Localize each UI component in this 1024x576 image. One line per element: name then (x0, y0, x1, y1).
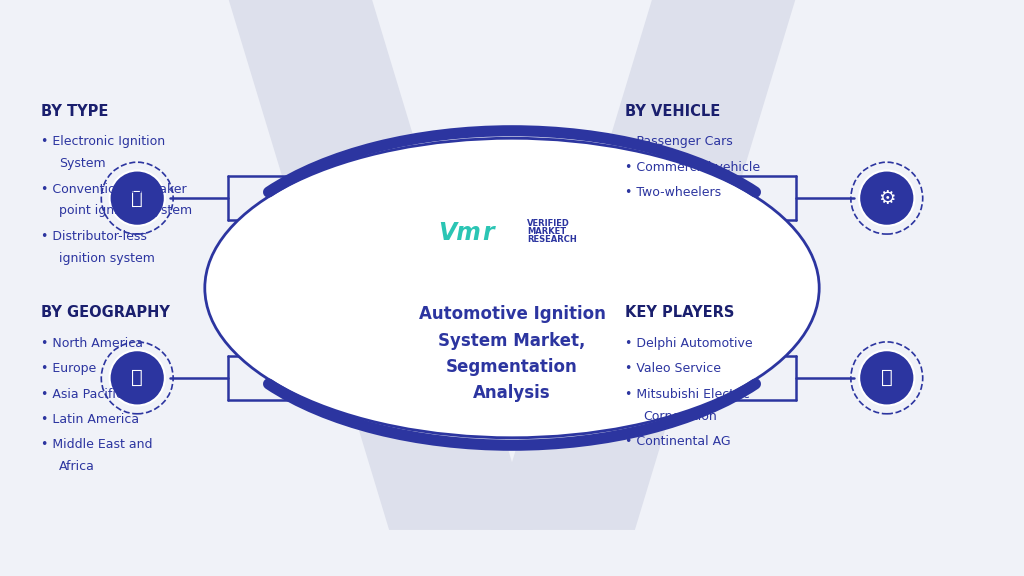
Ellipse shape (859, 170, 914, 226)
Text: • Continental AG: • Continental AG (625, 435, 730, 448)
Ellipse shape (110, 170, 165, 226)
Text: Automotive Ignition
System Market,
Segmentation
Analysis: Automotive Ignition System Market, Segme… (419, 305, 605, 403)
Polygon shape (225, 0, 532, 530)
Text: • Middle East and: • Middle East and (41, 438, 153, 452)
Text: • Conventional breaker: • Conventional breaker (41, 183, 186, 196)
Text: Vm: Vm (438, 221, 481, 245)
Text: 👥: 👥 (881, 369, 893, 387)
Text: BY TYPE: BY TYPE (41, 104, 109, 119)
Text: • Electronic Ignition: • Electronic Ignition (41, 135, 165, 149)
Text: 🌐: 🌐 (131, 369, 143, 387)
Text: VERIFIED: VERIFIED (527, 219, 570, 228)
Text: • Two-wheelers: • Two-wheelers (625, 186, 721, 199)
Text: • Mitsubishi Electric: • Mitsubishi Electric (625, 388, 750, 401)
Text: ignition system: ignition system (59, 252, 156, 265)
Text: ⚙: ⚙ (878, 189, 896, 207)
Text: Corporation: Corporation (643, 410, 717, 423)
Text: BY VEHICLE: BY VEHICLE (625, 104, 720, 119)
Text: • Distributor-less: • Distributor-less (41, 230, 146, 243)
Text: • Europe: • Europe (41, 362, 96, 376)
Text: • Latin America: • Latin America (41, 413, 139, 426)
Text: • Delphi Automotive: • Delphi Automotive (625, 337, 753, 350)
Text: System: System (59, 157, 106, 170)
Polygon shape (492, 0, 799, 530)
Text: • North America: • North America (41, 337, 143, 350)
Text: BY GEOGRAPHY: BY GEOGRAPHY (41, 305, 170, 320)
Ellipse shape (205, 138, 819, 438)
Text: RESEARCH: RESEARCH (527, 235, 578, 244)
Ellipse shape (110, 350, 165, 406)
Text: 📊: 📊 (131, 189, 143, 207)
Text: MARKET: MARKET (527, 227, 566, 236)
Text: point ignition System: point ignition System (59, 204, 193, 218)
Ellipse shape (859, 350, 914, 406)
Text: • Valeo Service: • Valeo Service (625, 362, 721, 376)
Text: • Commercial vehicle: • Commercial vehicle (625, 161, 760, 174)
Text: • Asia Pacific: • Asia Pacific (41, 388, 123, 401)
Text: Africa: Africa (59, 460, 95, 473)
Text: KEY PLAYERS: KEY PLAYERS (625, 305, 734, 320)
Text: • Passenger Cars: • Passenger Cars (625, 135, 732, 149)
Text: r: r (482, 221, 494, 245)
